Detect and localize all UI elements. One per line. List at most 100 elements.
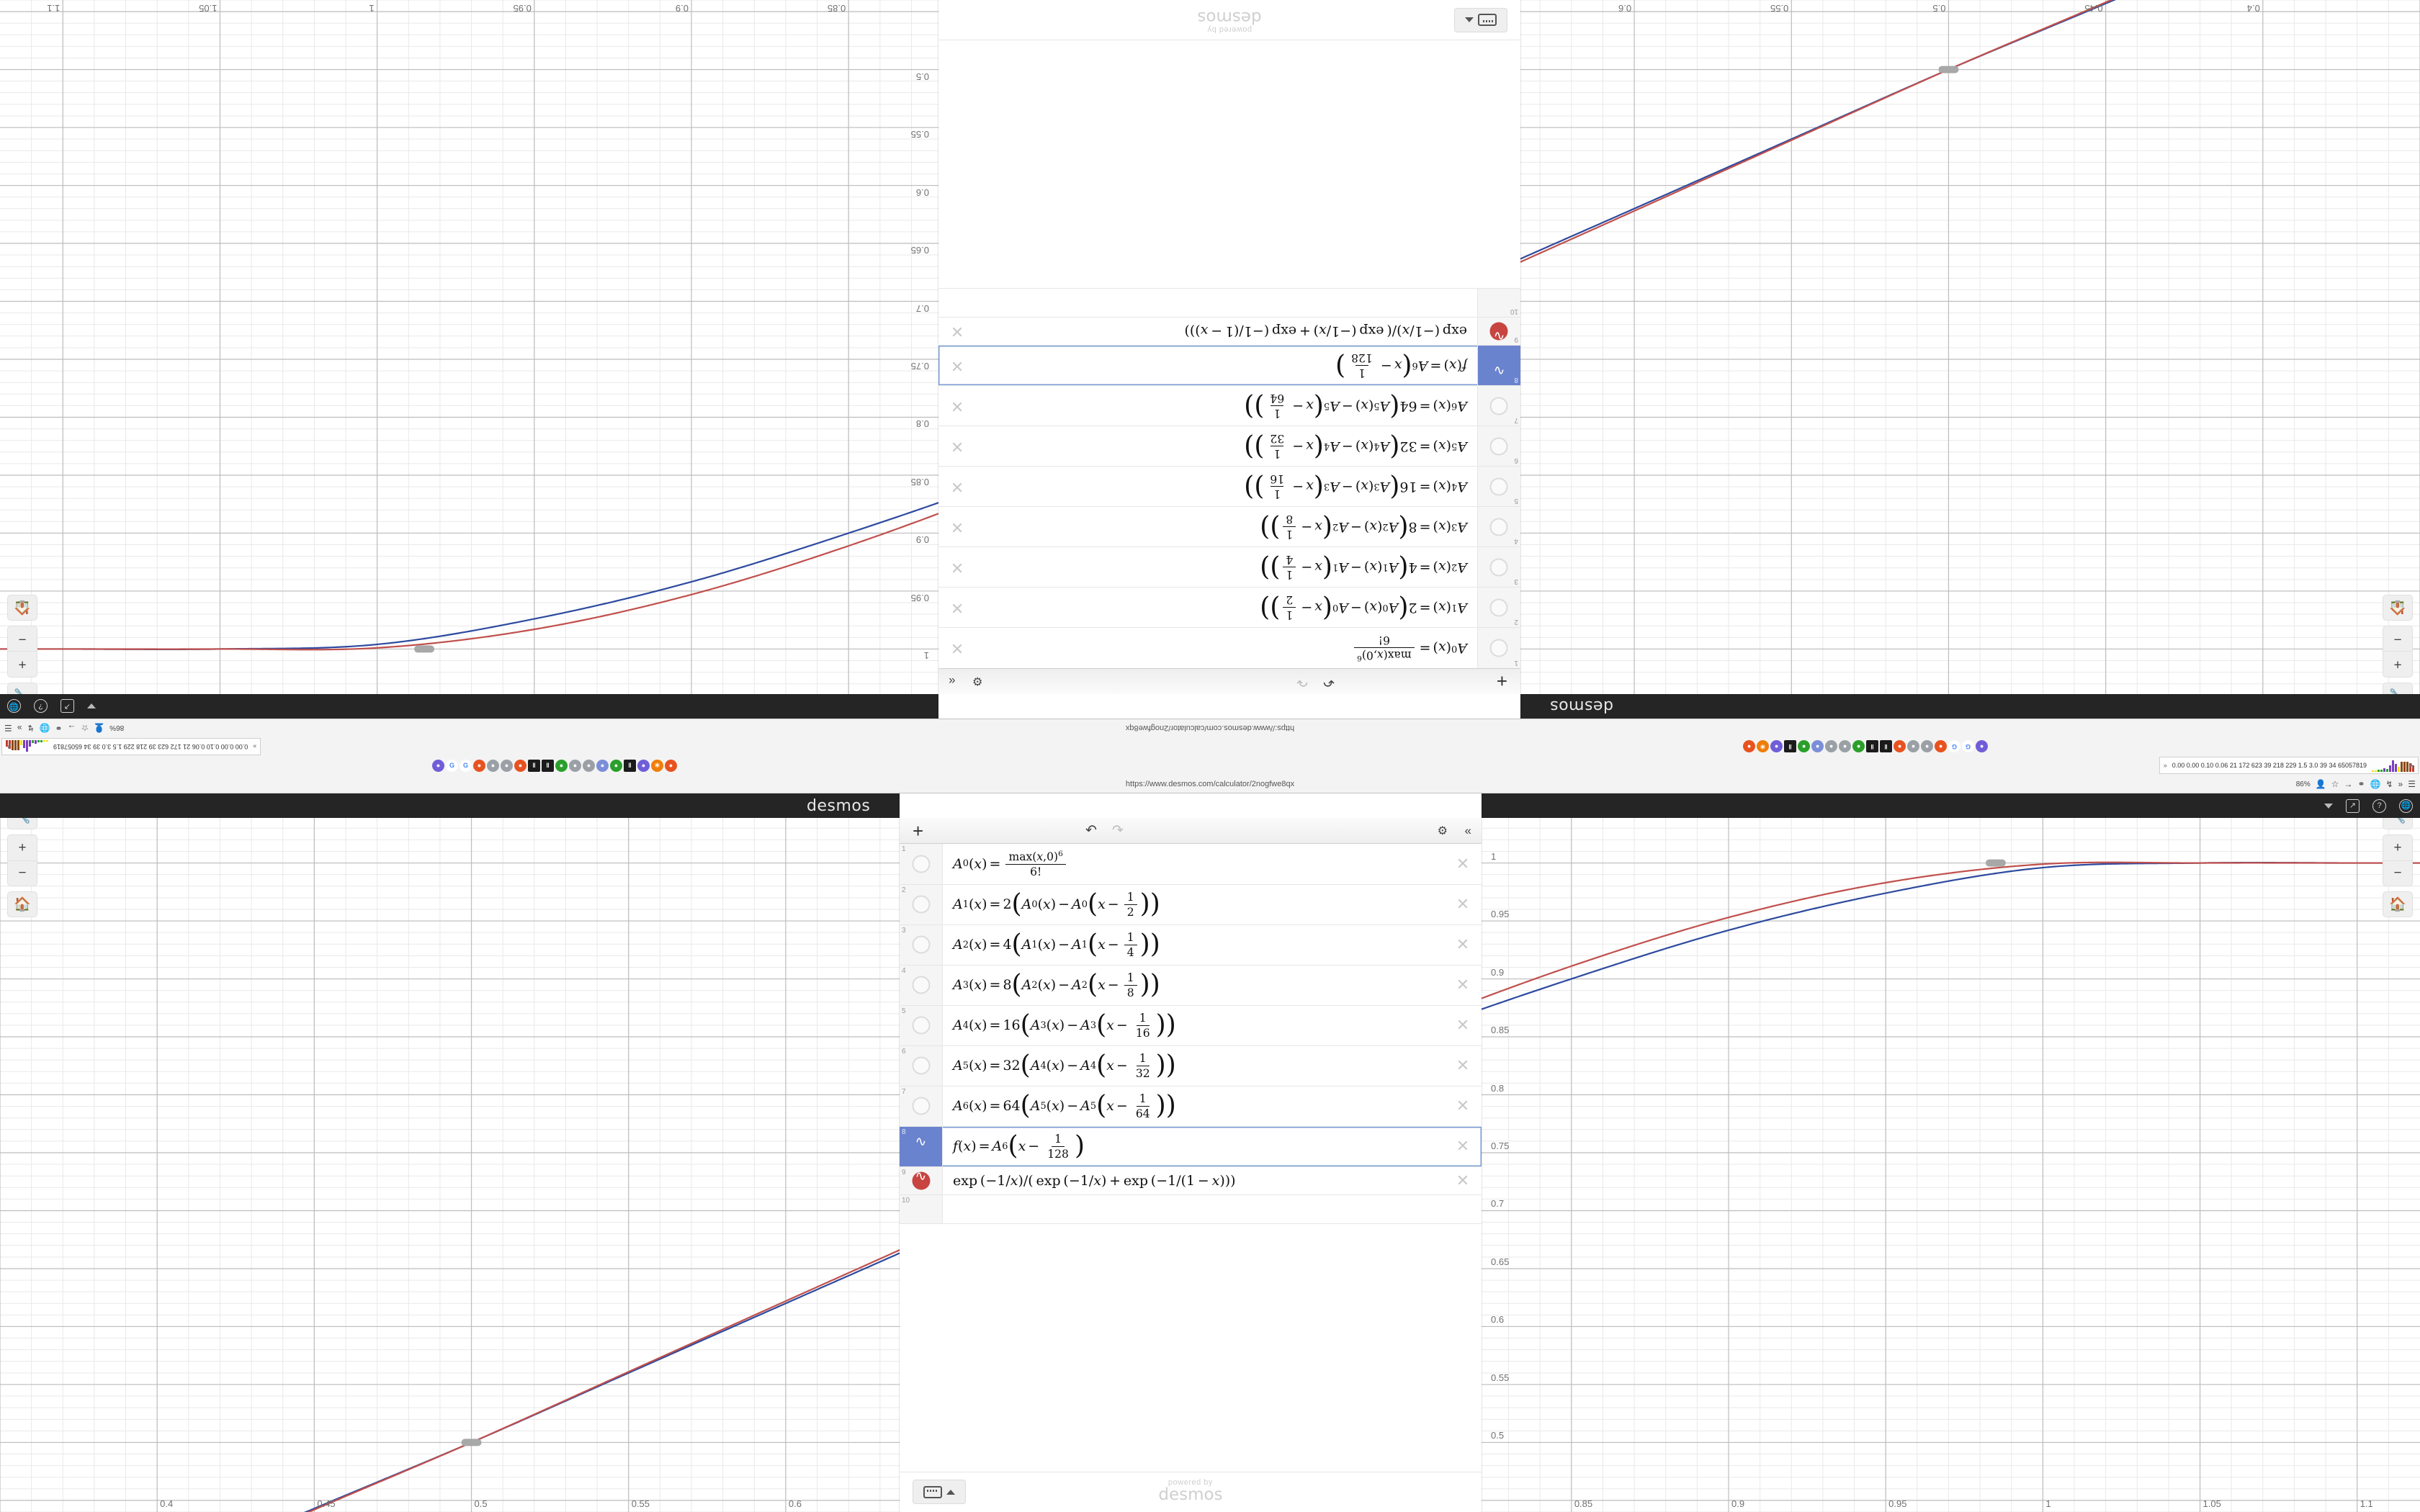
system-monitor-widget[interactable]: » 0.00 0.00 0.10 0.06 21 172 623 39 218 … [2159, 757, 2419, 774]
expression-formula[interactable]: A 6(x) = 64(A 5(x) − A 5(x −1 64)) [953, 1090, 1176, 1121]
expression-row[interactable]: 9 exp (−1/x)/( exp (−1/x) + exp (−1/(1 − … [900, 1166, 1482, 1195]
google-icon[interactable]: G [1948, 740, 1960, 753]
expression-row[interactable]: 4 A 3(x) = 8(A 2(x) − A 2(x −1 8)) ✕ [900, 965, 1482, 1006]
add-expression-button[interactable]: + [913, 819, 924, 842]
wolf-icon[interactable]: ● [1907, 740, 1919, 753]
expression-formula[interactable]: exp (−1/x)/( exp (−1/x) + exp (−1/(1 − x… [953, 1172, 1236, 1189]
desmos-logo[interactable]: desmos [807, 796, 871, 815]
pocket-icon[interactable]: ↯ [27, 723, 35, 733]
expression-row[interactable]: 2 A 1(x) = 2(A 0(x) − A 0(x −1 2)) ✕ [938, 587, 1520, 628]
expression-index-cell[interactable]: 10 [900, 1194, 943, 1223]
expression-index-cell[interactable]: 10 [1477, 289, 1520, 318]
address-bar[interactable]: https://www.desmos.com/calculator/2nogfw… [1125, 724, 1295, 732]
collapse-panel-button[interactable]: « [1464, 823, 1471, 837]
chrome-toolbar-icons[interactable]: 86% 👤 ☆ → ⚭ 🌐 ↯ » ☰ [2296, 779, 2416, 789]
expression-formula[interactable]: exp (−1/x)/( exp (−1/x) + exp (−1/(1 − x… [1184, 323, 1467, 340]
expression-formula[interactable]: A 6(x) = 64(A 5(x) − A 5(x −1 64)) [1244, 391, 1467, 422]
expression-row[interactable]: 7 A 6(x) = 64(A 5(x) − A 5(x −1 64)) ✕ [938, 385, 1520, 426]
graph-controls-right[interactable]: 🔧 + − 🏠 [7, 595, 37, 708]
expression-formula[interactable]: f(x) = A 6(x −1 128) [953, 1130, 1085, 1161]
expression-row[interactable]: 7 A 6(x) = 64(A 5(x) − A 5(x −1 64)) ✕ [900, 1086, 1482, 1127]
sysmon-collapse-icon[interactable]: » [253, 743, 257, 750]
expression-row[interactable]: 3 A 2(x) = 4(A 1(x) − A 1(x −1 4)) ✕ [938, 546, 1520, 588]
expression-formula[interactable]: f(x) = A 6(x −1 128) [1335, 351, 1467, 382]
collapse-panel-button[interactable]: « [949, 675, 956, 689]
chrome-collapse-caret[interactable]: ∧ [2408, 760, 2414, 770]
expression-formula[interactable]: A 5(x) = 32(A 4(x) − A 4(x −1 32)) [953, 1050, 1176, 1081]
delete-expression-icon[interactable]: ✕ [1456, 895, 1470, 914]
zoom-in-icon[interactable]: + [7, 834, 37, 860]
expression-index-cell[interactable]: 6 [1477, 426, 1520, 467]
help-icon[interactable]: ? [34, 699, 48, 714]
chevron-down-icon[interactable] [2324, 803, 2333, 809]
expression-visibility-toggle[interactable] [1490, 598, 1508, 617]
delete-expression-icon[interactable]: ✕ [950, 397, 964, 415]
expression-formula[interactable] [943, 1195, 1444, 1223]
expression-row[interactable]: 1 A 0(x) = max(x,0)6 6! ✕ [900, 844, 1482, 885]
zoom-in-icon[interactable]: + [7, 652, 37, 678]
delete-expression-icon[interactable]: ✕ [1456, 1137, 1470, 1156]
fox-icon[interactable]: ● [473, 759, 485, 772]
address-bar[interactable]: https://www.desmos.com/calculator/2nogfw… [1125, 780, 1295, 788]
leaf-icon[interactable]: ● [1798, 740, 1810, 753]
expression-index-cell[interactable]: 1 [1477, 628, 1520, 668]
home-icon[interactable]: 🏠 [7, 595, 37, 621]
expression-visibility-toggle[interactable] [1490, 639, 1508, 657]
leaf-icon[interactable]: ● [555, 759, 568, 772]
film-icon[interactable]: ‖ [624, 759, 636, 772]
expression-visibility-toggle[interactable] [912, 1134, 930, 1156]
chevron-down-icon[interactable] [87, 703, 96, 709]
bookmark-star-icon[interactable]: ☆ [2331, 779, 2339, 789]
expression-index-cell[interactable]: 7 [1477, 386, 1520, 426]
expression-visibility-toggle[interactable] [1490, 356, 1508, 375]
delete-expression-icon[interactable] [1444, 1195, 1482, 1223]
forward-arrow-icon[interactable]: → [2344, 779, 2353, 789]
add-expression-button[interactable]: + [1496, 670, 1507, 693]
zoom-out-icon[interactable]: − [2383, 860, 2413, 886]
fox-icon[interactable]: ● [514, 759, 526, 772]
expression-formula[interactable]: A 1(x) = 2(A 0(x) − A 0(x −1 2)) [1260, 593, 1467, 624]
expression-formula[interactable]: A 0(x) = max(x,0)6 6! [976, 628, 1477, 668]
header-right-icons[interactable]: ↗ ? 🌐 [7, 699, 96, 714]
wolf-icon[interactable]: ● [1839, 740, 1851, 753]
wolf-icon[interactable]: ● [569, 759, 581, 772]
chevrons-icon[interactable]: » [2398, 779, 2403, 789]
fox-icon[interactable]: ● [1894, 740, 1906, 753]
delete-expression-icon[interactable]: ✕ [1456, 976, 1470, 994]
delete-expression-icon[interactable]: ✕ [950, 323, 964, 341]
expression-row[interactable]: 5 A 4(x) = 16(A 3(x) − A 3(x −1 16)) ✕ [900, 1005, 1482, 1046]
film-icon[interactable]: ‖ [542, 759, 554, 772]
expression-row[interactable]: 5 A 4(x) = 16(A 3(x) − A 3(x −1 16)) ✕ [938, 466, 1520, 507]
globe-icon[interactable]: 🌐 [2370, 779, 2381, 789]
expression-row[interactable]: 9 exp (−1/x)/( exp (−1/x) + exp (−1/(1 − … [938, 317, 1520, 346]
delete-expression-icon[interactable]: ✕ [1456, 854, 1470, 873]
globe-icon[interactable]: ● [596, 759, 609, 772]
tab-strip[interactable]: ● G G ● ● ● ● ‖ ‖ ● ● ● ● ● ‖ ● ☀ ● [1743, 740, 1988, 753]
google-icon[interactable]: G [460, 759, 472, 772]
shield-icon[interactable]: ⚭ [2357, 779, 2365, 789]
share-icon[interactable]: ↗ [60, 699, 74, 714]
zoom-level-label[interactable]: 86% [109, 724, 125, 732]
pocket-icon[interactable]: ↯ [2385, 779, 2393, 789]
fox-icon[interactable]: ● [1743, 740, 1755, 753]
header-right-icons[interactable]: ↗ ? 🌐 [2324, 798, 2413, 813]
expression-list[interactable]: 1 A 0(x) = max(x,0)6 6! ✕ 2 A 1(x) = 2(A 0(x) − A 0(x −1… [900, 844, 1482, 1472]
google-icon[interactable]: G [446, 759, 458, 772]
delete-expression-icon[interactable]: ✕ [1456, 1097, 1470, 1115]
delete-expression-icon[interactable]: ✕ [1456, 1056, 1470, 1075]
account-icon[interactable]: 👤 [2315, 779, 2326, 789]
system-monitor-widget[interactable]: » 0.00 0.00 0.10 0.06 21 172 623 39 218 … [1, 738, 261, 755]
forward-arrow-icon[interactable]: → [67, 723, 76, 733]
zoom-out-icon[interactable]: − [7, 626, 37, 652]
film-icon[interactable]: ‖ [1880, 740, 1892, 753]
chat-icon[interactable]: ● [1770, 740, 1783, 753]
expression-visibility-toggle[interactable] [1490, 437, 1508, 456]
wolf-icon[interactable]: ● [1825, 740, 1837, 753]
expression-index-cell[interactable]: 9 [1477, 318, 1520, 346]
expression-visibility-toggle[interactable] [912, 1016, 930, 1035]
expression-row[interactable]: 3 A 2(x) = 4(A 1(x) − A 1(x −1 4)) ✕ [900, 924, 1482, 966]
zoom-level-label[interactable]: 86% [2295, 780, 2311, 788]
delete-expression-icon[interactable]: ✕ [950, 639, 964, 658]
bookmark-star-icon[interactable]: ☆ [81, 723, 89, 733]
